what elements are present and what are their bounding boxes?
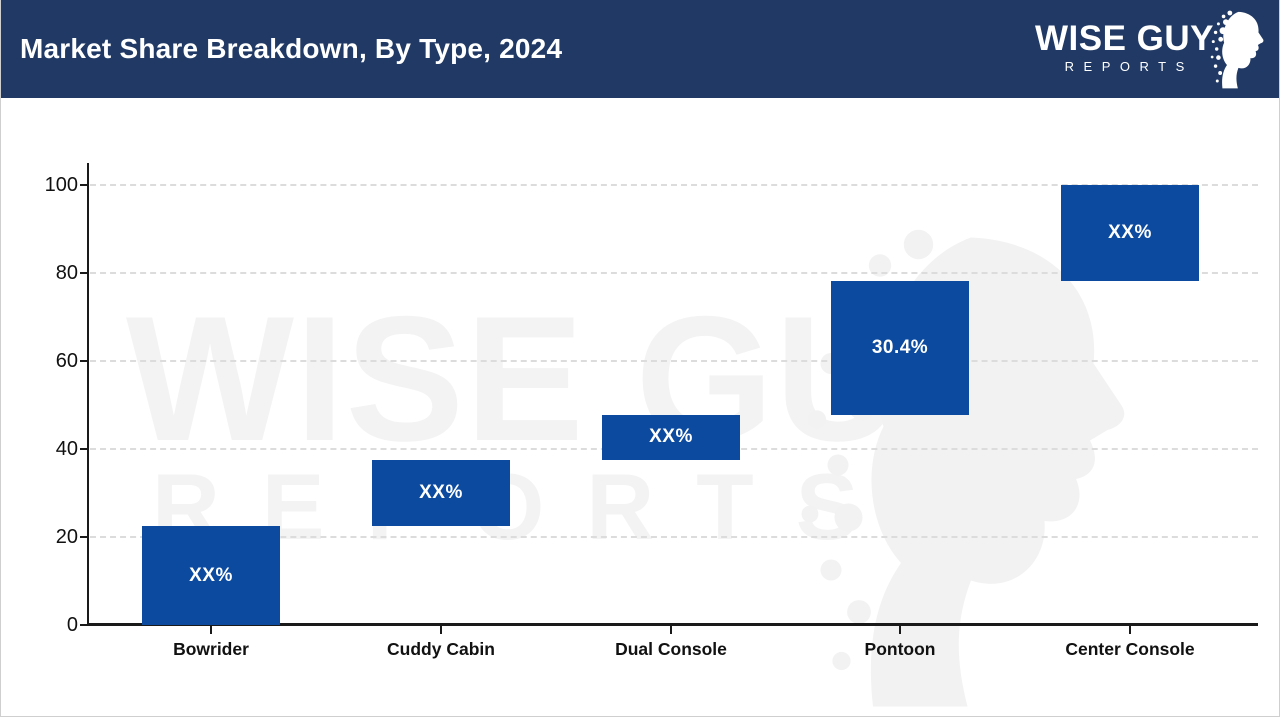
bar-center-console xyxy=(1061,185,1199,282)
bar-bowrider xyxy=(142,526,280,625)
bar-value-label: XX% xyxy=(649,426,693,448)
y-tick-label-40: 40 xyxy=(55,438,78,460)
logo-subtitle: REPORTS xyxy=(1064,59,1194,74)
y-tick-label-20: 20 xyxy=(55,526,78,548)
y-tick-mark-80 xyxy=(80,272,88,274)
y-tick-mark-60 xyxy=(80,360,88,362)
y-tick-mark-40 xyxy=(80,448,88,450)
x-tick-mark xyxy=(440,626,442,634)
bar-cuddy-cabin xyxy=(372,459,510,526)
gridline-20 xyxy=(90,536,1258,538)
y-tick-mark-20 xyxy=(80,536,88,538)
x-category-label: Bowrider xyxy=(173,639,249,659)
bar-pontoon xyxy=(831,281,969,416)
logo-wordmark: WISE GUY xyxy=(1034,19,1214,58)
x-tick-mark xyxy=(899,626,901,634)
x-tick-mark xyxy=(1129,626,1131,634)
bar-value-label: XX% xyxy=(1108,222,1152,244)
x-tick-mark xyxy=(210,626,212,634)
bar-value-label: XX% xyxy=(189,564,233,586)
bar-dual-console xyxy=(602,415,740,460)
y-tick-label-80: 80 xyxy=(55,262,78,284)
page-title: Market Share Breakdown, By Type, 2024 xyxy=(20,33,563,64)
gridline-100 xyxy=(90,184,1258,186)
x-category-label: Cuddy Cabin xyxy=(387,639,495,659)
logo-text: WISE GUY REPORTS xyxy=(1035,21,1214,73)
y-tick-label-0: 0 xyxy=(66,614,78,636)
x-category-label: Dual Console xyxy=(615,639,727,659)
x-category-label: Center Console xyxy=(1065,639,1195,659)
header-bar: Market Share Breakdown, By Type, 2024 WI… xyxy=(0,0,1280,98)
gridline-80 xyxy=(90,272,1258,274)
wise-guy-reports-logo: WISE GUY REPORTS xyxy=(1035,9,1264,94)
gridline-60 xyxy=(90,360,1258,362)
x-tick-mark xyxy=(670,626,672,634)
y-axis-line xyxy=(87,163,89,625)
x-category-label: Pontoon xyxy=(864,639,936,659)
y-tick-mark-100 xyxy=(80,184,88,186)
x-axis-line xyxy=(87,623,1258,626)
dotted-face-icon xyxy=(1206,9,1264,94)
bar-value-label: 30.4% xyxy=(871,337,929,359)
y-tick-label-60: 60 xyxy=(55,350,78,372)
y-tick-mark-0 xyxy=(80,624,88,626)
bar-value-label: XX% xyxy=(419,481,463,503)
y-tick-label-100: 100 xyxy=(44,174,78,196)
